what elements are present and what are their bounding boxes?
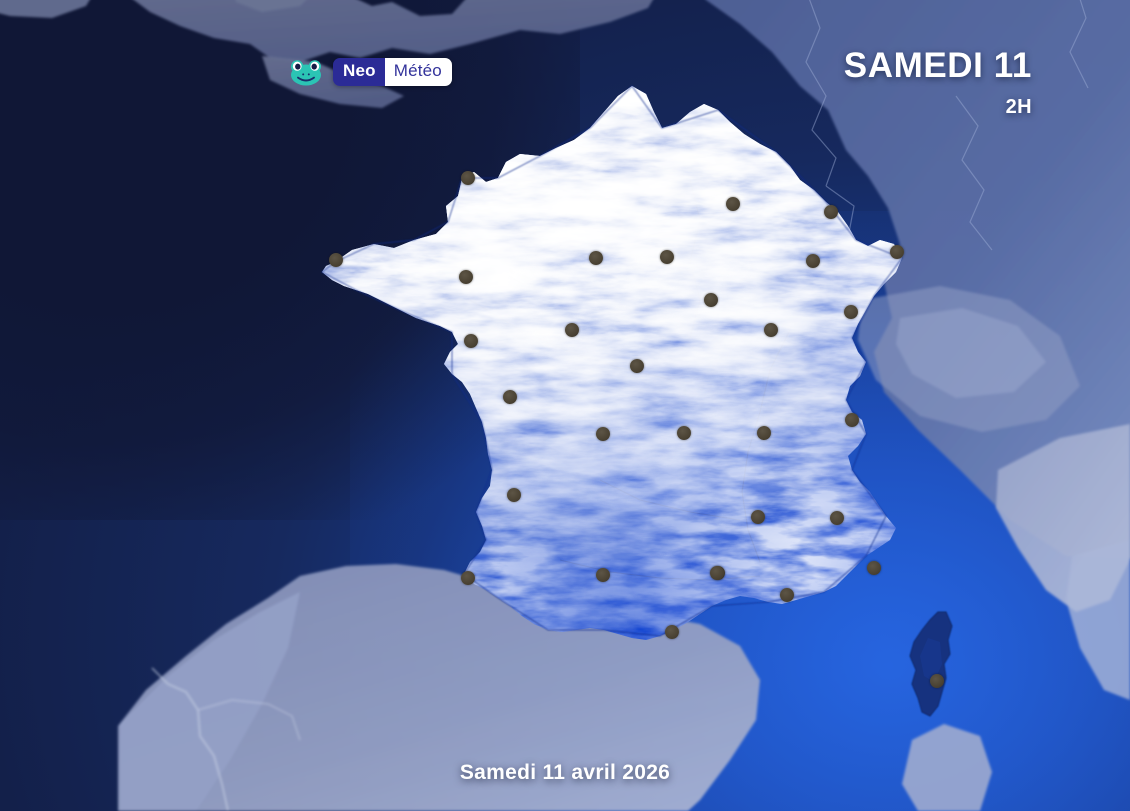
brand-secondary-label: Météo — [384, 58, 452, 86]
brand-logo[interactable]: Neo Météo — [288, 55, 452, 89]
forecast-day-block: SAMEDI 11 2H — [844, 48, 1032, 117]
landmass-italy — [996, 424, 1130, 700]
city-marker[interactable] — [764, 323, 778, 337]
city-marker[interactable] — [565, 323, 579, 337]
city-marker[interactable] — [844, 305, 858, 319]
city-marker[interactable] — [464, 334, 478, 348]
landmass-sardinia — [902, 724, 992, 811]
forecast-hour-label: 2H — [1005, 96, 1032, 118]
city-marker[interactable] — [757, 426, 771, 440]
france-coastline — [320, 85, 903, 637]
cloud-cover-layer — [322, 86, 902, 640]
city-marker[interactable] — [503, 390, 517, 404]
city-marker[interactable] — [930, 674, 944, 688]
city-marker[interactable] — [890, 245, 904, 259]
city-marker[interactable] — [780, 588, 794, 602]
city-marker[interactable] — [660, 250, 674, 264]
city-marker[interactable] — [704, 293, 718, 307]
footer-date-label: Samedi 11 avril 2026 — [459, 761, 671, 784]
city-marker[interactable] — [329, 253, 343, 267]
city-marker[interactable] — [830, 511, 844, 525]
city-marker[interactable] — [751, 510, 765, 524]
city-marker[interactable] — [596, 568, 610, 582]
brand-pill: Neo Météo — [333, 58, 452, 86]
landmass-alps — [858, 286, 1080, 432]
city-marker[interactable] — [710, 566, 724, 580]
city-marker[interactable] — [589, 251, 603, 265]
city-marker[interactable] — [459, 270, 473, 284]
landmass-ireland — [0, 0, 90, 18]
city-marker[interactable] — [806, 254, 820, 268]
city-marker[interactable] — [596, 427, 610, 441]
city-marker[interactable] — [677, 426, 691, 440]
city-marker[interactable] — [845, 413, 859, 427]
city-marker[interactable] — [665, 625, 679, 639]
brand-primary-label: Neo — [333, 58, 385, 86]
forecast-day-label: SAMEDI 11 — [843, 46, 1032, 85]
city-marker[interactable] — [867, 561, 881, 575]
city-marker[interactable] — [507, 488, 521, 502]
corsica-island — [909, 611, 953, 717]
frog-icon — [291, 60, 321, 86]
city-marker[interactable] — [824, 205, 838, 219]
city-marker[interactable] — [461, 571, 475, 585]
city-marker[interactable] — [726, 197, 740, 211]
city-marker[interactable] — [461, 171, 475, 185]
city-marker[interactable] — [630, 359, 644, 373]
